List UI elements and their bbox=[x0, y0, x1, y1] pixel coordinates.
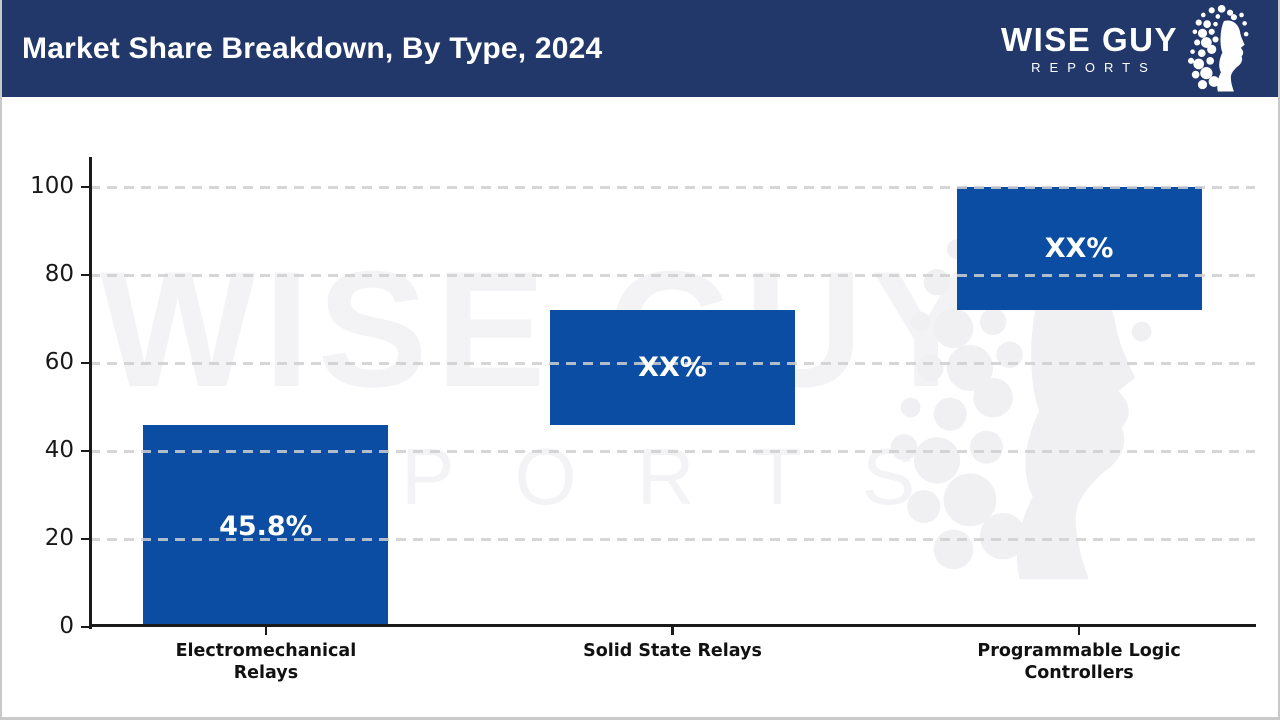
plot-area: 45.8% Electromechanical Relays XX% Solid Sta… bbox=[30, 157, 1256, 683]
y-axis-tick bbox=[81, 537, 90, 541]
x-category-label: Programmable Logic Controllers bbox=[919, 641, 1239, 684]
gridline bbox=[90, 449, 1255, 453]
x-category-label-line: Relays bbox=[233, 662, 299, 683]
logo-sub-text: REPORTS bbox=[1031, 60, 1157, 75]
x-category-label: Electromechanical Relays bbox=[106, 641, 426, 684]
gridline bbox=[90, 273, 1255, 277]
y-tick-label: 60 bbox=[44, 349, 74, 375]
bar-value-label: XX% bbox=[1044, 233, 1114, 265]
logo-face-icon bbox=[1187, 4, 1249, 91]
x-category-label-line: Programmable Logic bbox=[977, 641, 1181, 661]
x-axis-tick bbox=[671, 627, 674, 635]
x-axis-tick bbox=[1077, 627, 1081, 635]
logo-name-text: WISE GUY bbox=[1000, 21, 1178, 58]
y-tick-label: 80 bbox=[44, 261, 74, 287]
x-category-label-line: Solid State Relays bbox=[583, 641, 762, 661]
y-axis-tick bbox=[81, 185, 90, 189]
wise-guy-reports-logo: WISE GUY REPORTS bbox=[1001, 4, 1256, 93]
bar-segment bbox=[550, 310, 795, 426]
x-axis bbox=[89, 624, 1256, 627]
y-axis-tick bbox=[81, 625, 90, 629]
y-axis bbox=[89, 157, 92, 629]
chart-title: Market Share Breakdown, By Type, 2024 bbox=[22, 31, 603, 65]
gridline bbox=[90, 361, 1255, 365]
y-tick-label: 0 bbox=[59, 613, 74, 639]
logo-wordmark: WISE GUY REPORTS bbox=[1001, 23, 1178, 74]
gridline bbox=[90, 185, 1255, 189]
y-axis-tick bbox=[81, 449, 90, 453]
x-category-label-line: Controllers bbox=[1024, 662, 1134, 683]
y-tick-label: 100 bbox=[30, 173, 74, 199]
x-category-label-line: Electromechanical bbox=[175, 641, 357, 661]
bar-value-label: 45.8% bbox=[219, 510, 313, 542]
header-bar: Market Share Breakdown, By Type, 2024 WI… bbox=[2, 0, 1278, 97]
y-axis-tick bbox=[81, 361, 90, 365]
y-tick-label: 40 bbox=[44, 437, 74, 463]
bar-value-label: XX% bbox=[638, 352, 707, 384]
y-tick-label: 20 bbox=[44, 525, 74, 551]
y-axis-tick bbox=[81, 273, 90, 277]
bar-segment bbox=[143, 425, 389, 627]
x-category-label: Solid State Relays bbox=[513, 641, 833, 663]
chart-canvas: WISE GUY REPORTS 45.8% Electromechanical R… bbox=[2, 97, 1278, 717]
x-axis-tick bbox=[264, 627, 268, 635]
gridline bbox=[90, 537, 1255, 541]
